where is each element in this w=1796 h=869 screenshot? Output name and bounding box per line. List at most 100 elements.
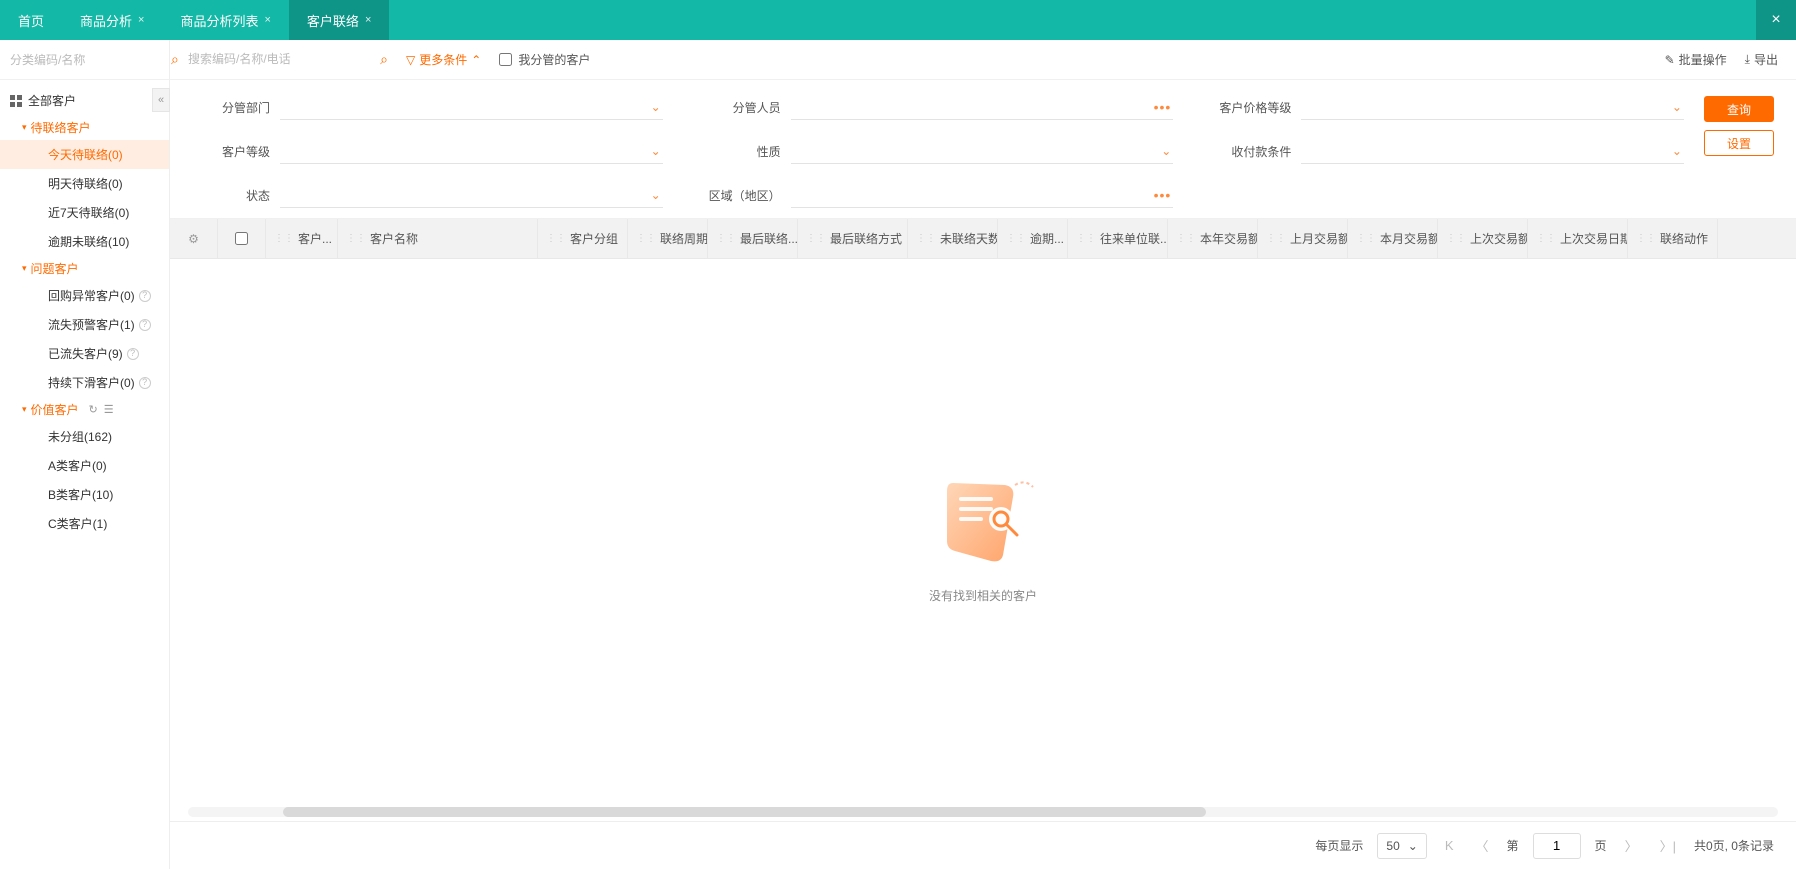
filter-input[interactable]: ⌄: [280, 182, 663, 208]
column-header[interactable]: ⋮⋮未联络天数: [908, 219, 998, 258]
drag-handle-icon[interactable]: ⋮⋮: [1636, 233, 1656, 244]
column-label: 客户分组: [570, 230, 618, 247]
close-icon[interactable]: ×: [264, 14, 270, 26]
filter-input[interactable]: ⌄: [1301, 138, 1684, 164]
tab-2[interactable]: 商品分析列表×: [162, 0, 288, 40]
drag-handle-icon[interactable]: ⋮⋮: [274, 233, 294, 244]
filter-settings-button[interactable]: 设置: [1704, 130, 1774, 156]
column-header[interactable]: ⋮⋮ 联络动作: [1628, 219, 1718, 258]
sidebar-category[interactable]: ▾价值客户↻☰: [0, 397, 169, 422]
drag-handle-icon[interactable]: ⋮⋮: [1076, 233, 1096, 244]
sidebar-item[interactable]: 近7天待联络(0): [0, 198, 169, 227]
empty-illustration-icon: [923, 463, 1043, 573]
search-icon[interactable]: ⌕: [171, 51, 179, 68]
column-header[interactable]: ⋮⋮最后联络...: [708, 219, 798, 258]
drag-handle-icon[interactable]: ⋮⋮: [806, 233, 826, 244]
filter-panel: 分管部门⌄分管人员•••客户价格等级⌄客户等级⌄性质⌄收付款条件⌄状态⌄区域（地…: [170, 80, 1796, 219]
column-header[interactable]: ⋮⋮逾期...: [998, 219, 1068, 258]
sidebar-item[interactable]: C类客户(1): [0, 509, 169, 538]
column-label: 上次交易日期: [1560, 230, 1628, 247]
column-header[interactable]: ⋮⋮ 上次交易日期: [1528, 219, 1628, 258]
main-search-input[interactable]: [188, 52, 372, 66]
column-header[interactable]: ⋮⋮最后联络方式: [798, 219, 908, 258]
column-label: 联络动作: [1660, 230, 1708, 247]
help-icon[interactable]: ?: [139, 319, 151, 331]
sidebar-item[interactable]: A类客户(0): [0, 451, 169, 480]
sidebar-search-input[interactable]: [10, 53, 165, 67]
column-header[interactable]: ⋮⋮往来单位联...: [1068, 219, 1168, 258]
sidebar-item[interactable]: 明天待联络(0): [0, 169, 169, 198]
select-all-checkbox[interactable]: [235, 232, 248, 245]
table-settings-button[interactable]: ⚙: [170, 219, 218, 258]
filter-input[interactable]: ⌄: [280, 94, 663, 120]
drag-handle-icon[interactable]: ⋮⋮: [346, 233, 366, 244]
drag-handle-icon[interactable]: ⋮⋮: [1266, 233, 1286, 244]
page-number-input[interactable]: [1533, 833, 1581, 859]
filter-input[interactable]: ⌄: [280, 138, 663, 164]
page-last-button[interactable]: 〉|: [1656, 836, 1680, 855]
close-icon[interactable]: ×: [138, 14, 144, 26]
drag-handle-icon[interactable]: ⋮⋮: [636, 233, 656, 244]
batch-action-button[interactable]: ✎ 批量操作: [1665, 51, 1727, 68]
help-icon[interactable]: ?: [139, 377, 151, 389]
help-icon[interactable]: ?: [127, 348, 139, 360]
drag-handle-icon[interactable]: ⋮⋮: [1446, 233, 1466, 244]
column-header[interactable]: ⋮⋮ 上次交易额: [1438, 219, 1528, 258]
sidebar-root[interactable]: 全部客户: [0, 86, 169, 115]
column-header[interactable]: ⋮⋮客户名称: [338, 219, 538, 258]
filter-input[interactable]: ⌄: [1301, 94, 1684, 120]
drag-handle-icon[interactable]: ⋮⋮: [1006, 233, 1026, 244]
page-first-button[interactable]: K: [1441, 838, 1458, 853]
column-header[interactable]: ⋮⋮联络周期: [628, 219, 708, 258]
refresh-icon[interactable]: ↻: [89, 403, 98, 416]
tab-0[interactable]: 首页: [0, 0, 62, 40]
filter-input[interactable]: •••: [791, 94, 1174, 120]
sidebar-category[interactable]: ▾问题客户: [0, 256, 169, 281]
query-button[interactable]: 查询: [1704, 96, 1774, 122]
drag-handle-icon[interactable]: ⋮⋮: [1536, 233, 1556, 244]
table-header: ⚙ ⋮⋮客户...⋮⋮客户名称⋮⋮客户分组⋮⋮联络周期⋮⋮最后联络...⋮⋮最后…: [170, 219, 1796, 259]
column-label: 上次交易额: [1470, 230, 1528, 247]
my-customers-checkbox-input[interactable]: [499, 53, 512, 66]
tab-1[interactable]: 商品分析×: [62, 0, 162, 40]
column-label: 本年交易额: [1200, 230, 1258, 247]
drag-handle-icon[interactable]: ⋮⋮: [716, 233, 736, 244]
sidebar-collapse-button[interactable]: «: [152, 88, 170, 112]
sidebar-item[interactable]: 今天待联络(0): [0, 140, 169, 169]
column-header[interactable]: ⋮⋮上月交易额: [1258, 219, 1348, 258]
grid-icon: [10, 95, 22, 107]
page-prev-button[interactable]: 〈: [1472, 836, 1493, 855]
filter-input[interactable]: •••: [791, 182, 1174, 208]
per-page-select[interactable]: 50 ⌄: [1377, 833, 1426, 859]
column-header[interactable]: ⋮⋮ 本年交易额: [1168, 219, 1258, 258]
drag-handle-icon[interactable]: ⋮⋮: [1176, 233, 1196, 244]
page-next-button[interactable]: 〉: [1621, 836, 1642, 855]
list-icon[interactable]: ☰: [104, 403, 114, 416]
chevron-down-icon: ⌄: [1408, 839, 1418, 853]
column-header[interactable]: ⋮⋮ 客户分组: [538, 219, 628, 258]
sidebar-item[interactable]: 流失预警客户(1)?: [0, 310, 169, 339]
close-icon[interactable]: ×: [365, 14, 371, 26]
drag-handle-icon[interactable]: ⋮⋮: [916, 233, 936, 244]
column-header[interactable]: ⋮⋮本月交易额: [1348, 219, 1438, 258]
tab-3[interactable]: 客户联络×: [289, 0, 389, 40]
sidebar-category[interactable]: ▾待联络客户: [0, 115, 169, 140]
help-icon[interactable]: ?: [139, 290, 151, 302]
sidebar-item[interactable]: B类客户(10): [0, 480, 169, 509]
drag-handle-icon[interactable]: ⋮⋮: [1356, 233, 1376, 244]
more-conditions-toggle[interactable]: ▽ 更多条件 ⌃: [406, 51, 481, 68]
column-header[interactable]: ⋮⋮客户...: [266, 219, 338, 258]
close-all-tabs-button[interactable]: ×: [1756, 0, 1796, 40]
search-icon[interactable]: ⌕: [380, 51, 388, 68]
filter-input[interactable]: ⌄: [791, 138, 1174, 164]
sidebar-item[interactable]: 回购异常客户(0)?: [0, 281, 169, 310]
select-all-cell: [218, 219, 266, 258]
sidebar-item[interactable]: 已流失客户(9)?: [0, 339, 169, 368]
drag-handle-icon[interactable]: ⋮⋮: [546, 233, 566, 244]
sidebar-item[interactable]: 未分组(162): [0, 422, 169, 451]
export-button[interactable]: ⤓ 导出: [1745, 51, 1778, 68]
horizontal-scrollbar[interactable]: [188, 807, 1778, 817]
sidebar-item[interactable]: 持续下滑客户(0)?: [0, 368, 169, 397]
sidebar-item[interactable]: 逾期未联络(10): [0, 227, 169, 256]
my-customers-checkbox[interactable]: 我分管的客户: [499, 51, 590, 68]
